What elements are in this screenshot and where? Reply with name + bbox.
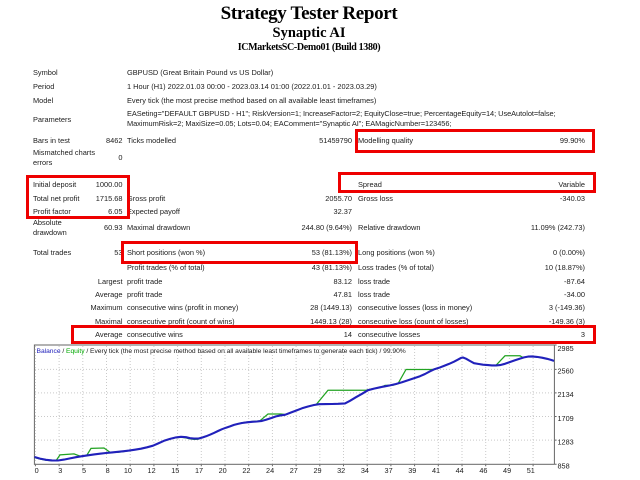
svg-text:2560: 2560 [558,367,574,376]
svg-text:0: 0 [35,466,39,475]
svg-text:Balance / Equity / Every tick: Balance / Equity / Every tick (the most … [37,348,406,355]
svg-text:22: 22 [242,466,250,475]
svg-text:1283: 1283 [558,437,574,446]
svg-text:3: 3 [58,466,62,475]
svg-text:34: 34 [361,466,369,475]
svg-text:24: 24 [266,466,274,475]
svg-text:39: 39 [408,466,416,475]
svg-text:2985: 2985 [558,344,574,353]
svg-text:2134: 2134 [558,390,574,399]
svg-text:46: 46 [479,466,487,475]
svg-text:10: 10 [124,466,132,475]
svg-text:8: 8 [106,466,110,475]
svg-text:5: 5 [82,466,86,475]
svg-text:20: 20 [219,466,227,475]
svg-text:858: 858 [558,462,570,471]
svg-text:51: 51 [527,466,535,475]
svg-text:27: 27 [290,466,298,475]
svg-text:12: 12 [148,466,156,475]
svg-text:32: 32 [337,466,345,475]
svg-text:49: 49 [503,466,511,475]
svg-text:1709: 1709 [558,414,574,423]
svg-text:29: 29 [313,466,321,475]
svg-text:41: 41 [432,466,440,475]
svg-text:15: 15 [171,466,179,475]
svg-text:37: 37 [385,466,393,475]
svg-text:17: 17 [195,466,203,475]
svg-text:44: 44 [456,466,464,475]
